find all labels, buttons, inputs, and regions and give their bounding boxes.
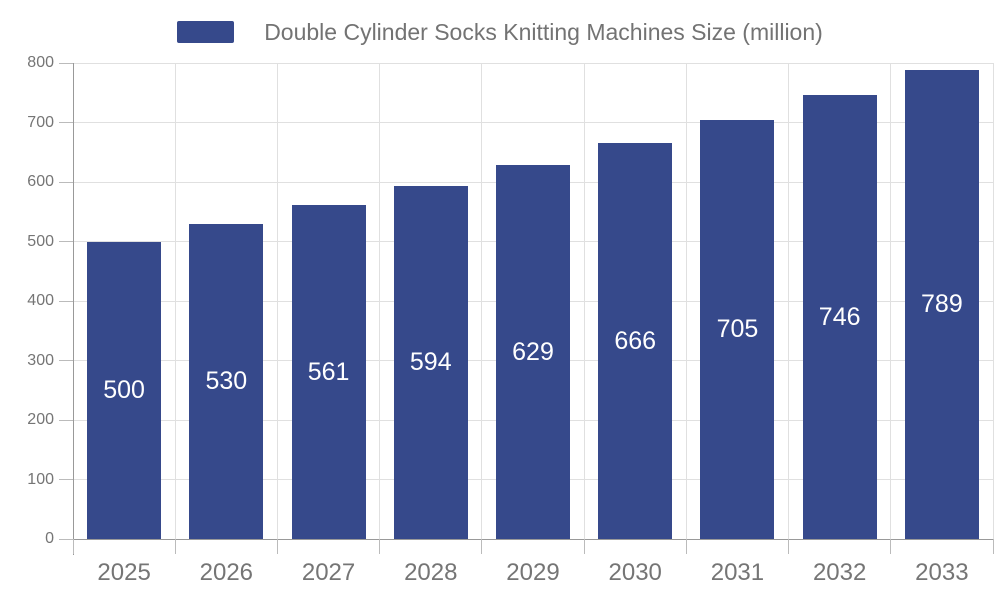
x-axis-tick <box>890 539 892 554</box>
x-tick-label-2025: 2025 <box>97 559 151 586</box>
bar-value-label: 666 <box>614 326 657 355</box>
bar-value-label: 789 <box>921 290 963 319</box>
x-axis-tick <box>72 539 74 554</box>
y-tick-label-700: 700 <box>27 113 54 131</box>
y-tick-label-600: 600 <box>27 173 54 190</box>
x-tick-label-2030: 2030 <box>608 559 662 586</box>
x-tick-label-2027: 2027 <box>301 559 356 586</box>
x-axis-tick <box>174 539 176 554</box>
y-axis-tick <box>59 241 73 242</box>
bar-2029[interactable]: 629 <box>496 164 570 539</box>
y-axis-tick <box>59 538 73 540</box>
bar-2028[interactable]: 594 <box>393 185 468 539</box>
y-axis-tick <box>59 419 73 421</box>
x-tick-label-2028: 2028 <box>404 559 458 586</box>
bar-2031[interactable]: 705 <box>700 119 775 539</box>
bar-2033[interactable]: 789 <box>904 69 979 539</box>
y-axis-tick <box>59 300 73 302</box>
x-axis-tick <box>481 539 483 554</box>
y-axis-line <box>72 63 74 555</box>
bar-value-label: 561 <box>307 358 350 387</box>
bar-value-label: 594 <box>409 348 452 377</box>
y-axis-tick <box>59 479 73 480</box>
x-axis-tick <box>583 539 585 554</box>
y-tick-label-100: 100 <box>27 470 54 488</box>
x-gridline <box>685 63 687 539</box>
x-gridline <box>276 63 278 539</box>
x-tick-label-2029: 2029 <box>506 559 560 586</box>
bar-2027[interactable]: 561 <box>291 205 366 539</box>
x-axis-tick <box>379 539 381 554</box>
x-axis-tick <box>992 539 994 554</box>
legend-label: Double Cylinder Socks Knitting Machines … <box>264 19 823 45</box>
bar-value-label: 746 <box>818 303 861 332</box>
y-axis-tick <box>59 360 73 361</box>
x-gridline <box>788 63 790 539</box>
bar-value-label: 530 <box>205 367 248 396</box>
y-tick-label-400: 400 <box>27 292 54 309</box>
y-gridline <box>73 122 993 123</box>
x-axis-tick <box>276 539 278 554</box>
y-gridline <box>73 62 993 64</box>
y-axis-tick <box>59 62 73 64</box>
y-tick-label-0: 0 <box>45 530 54 547</box>
bar-2030[interactable]: 666 <box>598 142 673 539</box>
bar-value-label: 629 <box>512 337 554 366</box>
x-tick-label-2032: 2032 <box>812 559 867 586</box>
y-tick-label-800: 800 <box>27 54 54 71</box>
y-axis-tick <box>59 181 73 183</box>
x-gridline <box>481 63 483 539</box>
x-gridline <box>379 63 381 539</box>
x-tick-label-2033: 2033 <box>915 559 969 586</box>
legend-swatch <box>177 21 235 43</box>
bar-2026[interactable]: 530 <box>189 223 264 539</box>
x-axis-tick <box>685 539 687 554</box>
legend[interactable]: Double Cylinder Socks Knitting Machines … <box>0 18 1000 46</box>
x-gridline <box>174 63 176 539</box>
y-tick-label-300: 300 <box>27 351 54 369</box>
x-gridline <box>583 63 585 539</box>
x-axis-line <box>73 538 994 540</box>
bar-2032[interactable]: 746 <box>802 95 877 539</box>
x-axis-tick <box>788 539 790 554</box>
bar-value-label: 705 <box>716 315 759 344</box>
x-gridline <box>992 63 994 539</box>
y-tick-label-500: 500 <box>27 232 54 250</box>
bar-2025[interactable]: 500 <box>87 241 162 539</box>
y-tick-label-200: 200 <box>27 411 54 428</box>
y-axis-tick <box>59 122 73 123</box>
x-tick-label-2026: 2026 <box>199 559 254 586</box>
x-gridline <box>890 63 892 539</box>
bar-value-label: 500 <box>103 376 145 405</box>
x-tick-label-2031: 2031 <box>710 559 765 586</box>
